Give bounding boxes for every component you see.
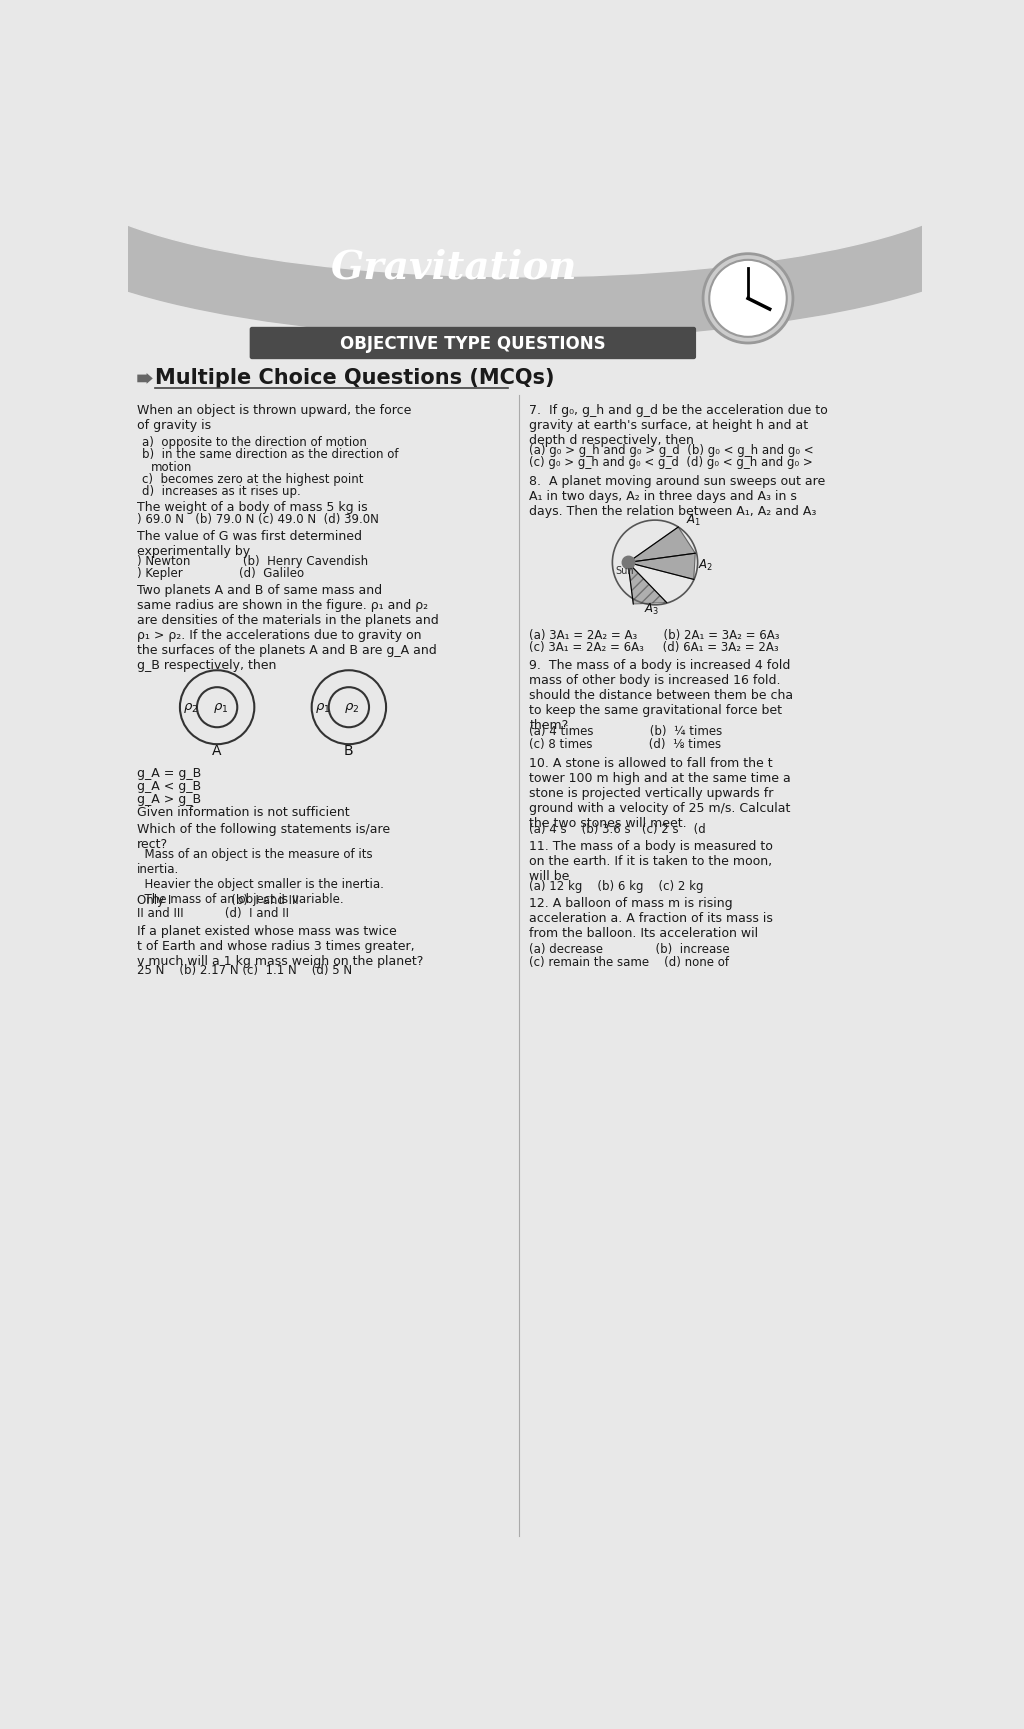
Text: ) 69.0 N   (b) 79.0 N (c) 49.0 N  (d) 39.0N: ) 69.0 N (b) 79.0 N (c) 49.0 N (d) 39.0N bbox=[137, 514, 379, 526]
Text: $A_1$: $A_1$ bbox=[686, 514, 701, 527]
Text: (a) 4 s    (b) 3.6 s   (c) 2 s    (d: (a) 4 s (b) 3.6 s (c) 2 s (d bbox=[529, 823, 707, 835]
Polygon shape bbox=[628, 527, 695, 562]
Text: 9.  The mass of a body is increased 4 fold
mass of other body is increased 16 fo: 9. The mass of a body is increased 4 fol… bbox=[529, 659, 794, 733]
Ellipse shape bbox=[59, 61, 990, 277]
Text: 25 N    (b) 2.17 N (c)  1.1 N    (d) 5 N: 25 N (b) 2.17 N (c) 1.1 N (d) 5 N bbox=[137, 963, 352, 977]
Text: motion: motion bbox=[152, 462, 193, 474]
Text: d)  increases as it rises up.: d) increases as it rises up. bbox=[142, 486, 301, 498]
Text: B: B bbox=[344, 743, 353, 757]
Text: (c) g₀ > g_h and g₀ < g_d  (d) g₀ < g_h and g₀ >: (c) g₀ > g_h and g₀ < g_d (d) g₀ < g_h a… bbox=[529, 456, 813, 469]
Text: OBJECTIVE TYPE QUESTIONS: OBJECTIVE TYPE QUESTIONS bbox=[340, 335, 605, 353]
Text: Which of the following statements is/are
rect?: Which of the following statements is/are… bbox=[137, 823, 390, 851]
FancyArrow shape bbox=[137, 373, 153, 384]
Text: A: A bbox=[212, 743, 222, 757]
Text: a)  opposite to the direction of motion: a) opposite to the direction of motion bbox=[142, 436, 367, 450]
Text: Multiple Choice Questions (MCQs): Multiple Choice Questions (MCQs) bbox=[155, 368, 555, 389]
Text: Gravitation: Gravitation bbox=[331, 249, 577, 287]
Text: (c) 8 times               (d)  ⅛ times: (c) 8 times (d) ⅛ times bbox=[529, 738, 722, 750]
Text: When an object is thrown upward, the force
of gravity is: When an object is thrown upward, the for… bbox=[137, 405, 412, 432]
Text: Sun: Sun bbox=[615, 567, 634, 576]
Text: If a planet existed whose mass was twice
t of Earth and whose radius 3 times gre: If a planet existed whose mass was twice… bbox=[137, 925, 424, 968]
Circle shape bbox=[703, 254, 793, 342]
Text: 7.  If g₀, g_h and g_d be the acceleration due to
gravity at earth's surface, at: 7. If g₀, g_h and g_d be the acceleratio… bbox=[529, 405, 828, 446]
Ellipse shape bbox=[22, 92, 1024, 339]
Text: $\rho_2$: $\rho_2$ bbox=[183, 702, 199, 716]
Text: II and III           (d)  I and II: II and III (d) I and II bbox=[137, 908, 290, 920]
Text: g_A < g_B: g_A < g_B bbox=[137, 780, 202, 792]
Text: Only I                (b)  I and III: Only I (b) I and III bbox=[137, 894, 299, 908]
Circle shape bbox=[710, 259, 786, 337]
Text: (a) g₀ > g_h and g₀ > g_d  (b) g₀ < g_h and g₀ <: (a) g₀ > g_h and g₀ > g_d (b) g₀ < g_h a… bbox=[529, 444, 814, 456]
Text: The weight of a body of mass 5 kg is: The weight of a body of mass 5 kg is bbox=[137, 501, 368, 514]
Text: $A_2$: $A_2$ bbox=[697, 558, 713, 572]
Text: (c) remain the same    (d) none of: (c) remain the same (d) none of bbox=[529, 956, 729, 968]
Text: 10. A stone is allowed to fall from the t
tower 100 m high and at the same time : 10. A stone is allowed to fall from the … bbox=[529, 757, 792, 830]
Text: $\rho_1$: $\rho_1$ bbox=[213, 702, 228, 716]
Text: 12. A balloon of mass m is rising
acceleration a. A fraction of its mass is
from: 12. A balloon of mass m is rising accele… bbox=[529, 897, 773, 939]
Text: $\rho_2$: $\rho_2$ bbox=[344, 702, 359, 716]
Text: g_A = g_B: g_A = g_B bbox=[137, 766, 202, 780]
Text: (a) 4 times               (b)  ¼ times: (a) 4 times (b) ¼ times bbox=[529, 724, 723, 738]
Text: $\rho_1$: $\rho_1$ bbox=[314, 702, 330, 716]
Text: (a) decrease              (b)  increase: (a) decrease (b) increase bbox=[529, 942, 730, 956]
Text: (a) 3A₁ = 2A₂ = A₃       (b) 2A₁ = 3A₂ = 6A₃: (a) 3A₁ = 2A₂ = A₃ (b) 2A₁ = 3A₂ = 6A₃ bbox=[529, 629, 780, 641]
Text: ) Kepler               (d)  Galileo: ) Kepler (d) Galileo bbox=[137, 567, 304, 579]
Text: Mass of an object is the measure of its
inertia.
  Heavier the object smaller is: Mass of an object is the measure of its … bbox=[137, 849, 384, 906]
Polygon shape bbox=[628, 553, 695, 579]
Text: b)  in the same direction as the direction of: b) in the same direction as the directio… bbox=[142, 448, 398, 462]
Text: 11. The mass of a body is measured to
on the earth. If it is taken to the moon,
: 11. The mass of a body is measured to on… bbox=[529, 840, 773, 882]
Text: (a) 12 kg    (b) 6 kg    (c) 2 kg: (a) 12 kg (b) 6 kg (c) 2 kg bbox=[529, 880, 703, 892]
Polygon shape bbox=[628, 562, 667, 603]
Text: Two planets A and B of same mass and
same radius are shown in the figure. ρ₁ and: Two planets A and B of same mass and sam… bbox=[137, 584, 439, 673]
Text: (c) 3A₁ = 2A₂ = 6A₃     (d) 6A₁ = 3A₂ = 2A₃: (c) 3A₁ = 2A₂ = 6A₃ (d) 6A₁ = 3A₂ = 2A₃ bbox=[529, 641, 779, 654]
Text: g_A > g_B: g_A > g_B bbox=[137, 792, 202, 806]
Text: 8.  A planet moving around sun sweeps out are
A₁ in two days, A₂ in three days a: 8. A planet moving around sun sweeps out… bbox=[529, 475, 825, 517]
Text: Given information is not sufficient: Given information is not sufficient bbox=[137, 806, 350, 820]
Text: c)  becomes zero at the highest point: c) becomes zero at the highest point bbox=[142, 474, 364, 486]
FancyBboxPatch shape bbox=[250, 327, 696, 360]
Text: $A_3$: $A_3$ bbox=[643, 602, 658, 617]
Text: ) Newton              (b)  Henry Cavendish: ) Newton (b) Henry Cavendish bbox=[137, 555, 369, 567]
Text: The value of G was first determined
experimentally by: The value of G was first determined expe… bbox=[137, 531, 362, 558]
